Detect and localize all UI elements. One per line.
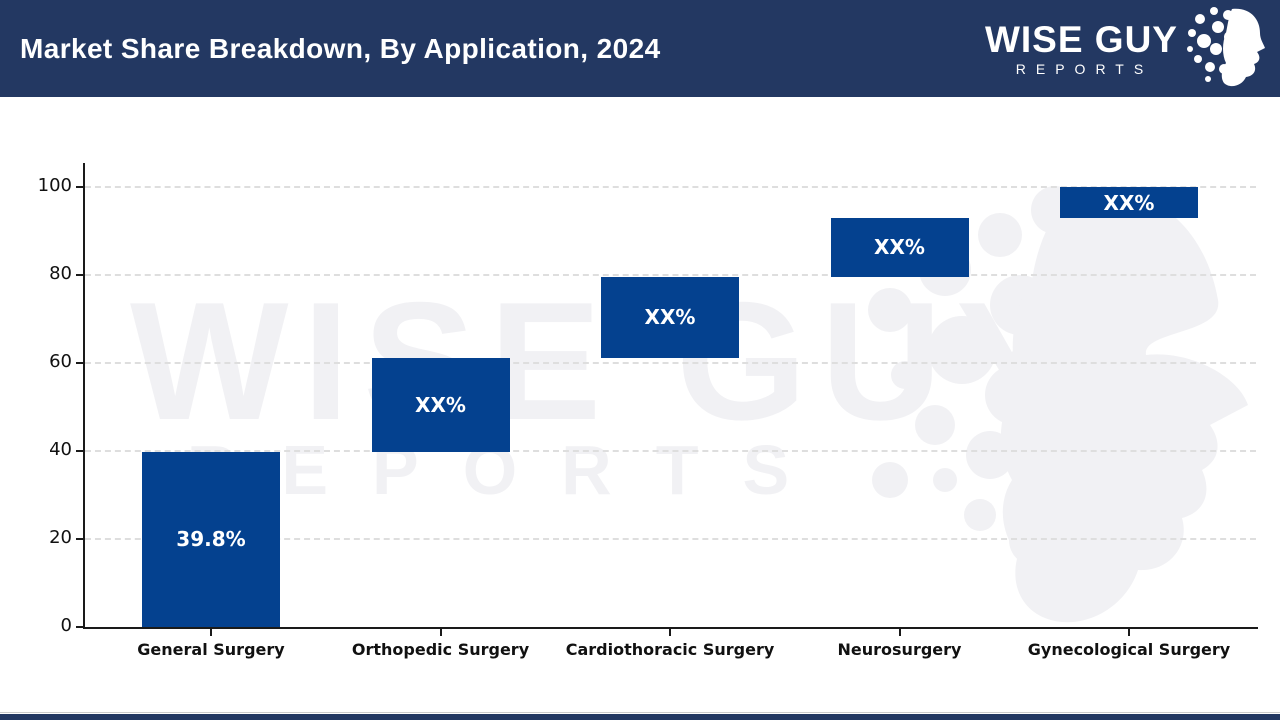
- x-tick-mark: [439, 629, 442, 636]
- bar-value-label: XX%: [415, 393, 466, 418]
- y-tick-label: 20: [49, 527, 72, 548]
- waterfall-bar: XX%: [601, 276, 739, 359]
- y-tick-label: 60: [49, 351, 72, 372]
- y-tick-mark: [76, 186, 84, 188]
- y-tick-mark: [76, 362, 84, 364]
- x-category-label: Gynecological Surgery: [1027, 640, 1231, 659]
- y-tick-mark: [76, 626, 84, 628]
- logo-subtitle: REPORTS: [1015, 61, 1154, 77]
- bar-value-label: XX%: [644, 305, 696, 330]
- y-tick-label: 40: [49, 439, 72, 460]
- y-gridline: [85, 274, 1256, 276]
- y-gridline: [85, 362, 1256, 364]
- y-tick-mark: [76, 450, 84, 452]
- y-tick-label: 100: [37, 175, 72, 196]
- bar-value-label: 39.8%: [176, 527, 246, 552]
- x-tick-mark: [1128, 629, 1130, 636]
- y-tick-label: 0: [60, 615, 72, 636]
- x-tick-mark: [898, 629, 901, 636]
- waterfall-bar: 39.8%: [142, 451, 280, 627]
- footer-bar: [0, 714, 1280, 720]
- footer-divider: [0, 712, 1280, 713]
- x-tick-mark: [669, 629, 671, 636]
- waterfall-bar: XX%: [371, 358, 510, 452]
- y-tick-mark: [76, 538, 84, 540]
- logo-text: WISE GUY REPORTS: [985, 21, 1178, 76]
- y-gridline: [85, 450, 1256, 452]
- bar-value-label: XX%: [874, 235, 925, 260]
- y-axis-line: [83, 163, 85, 629]
- logo-face-icon: [1180, 3, 1266, 95]
- watermark-face-icon: [850, 180, 1270, 649]
- page-title: Market Share Breakdown, By Application, …: [20, 32, 661, 64]
- waterfall-bar: XX%: [1060, 187, 1198, 219]
- x-category-label: Neurosurgery: [837, 640, 962, 659]
- bar-value-label: XX%: [1103, 190, 1155, 215]
- x-category-label: General Surgery: [137, 640, 285, 659]
- y-tick-label: 80: [49, 263, 72, 284]
- y-gridline: [85, 186, 1256, 188]
- x-category-label: Orthopedic Surgery: [351, 640, 530, 659]
- header-banner: Market Share Breakdown, By Application, …: [0, 0, 1280, 97]
- waterfall-bar: XX%: [830, 218, 969, 277]
- y-tick-mark: [76, 274, 84, 276]
- x-category-label: Cardiothoracic Surgery: [565, 640, 775, 659]
- x-axis-line: [83, 627, 1258, 629]
- x-tick-mark: [210, 629, 212, 636]
- y-gridline: [85, 538, 1256, 540]
- logo-wordmark: WISE GUY: [984, 19, 1178, 60]
- wise-guy-logo: WISE GUY REPORTS: [985, 3, 1266, 95]
